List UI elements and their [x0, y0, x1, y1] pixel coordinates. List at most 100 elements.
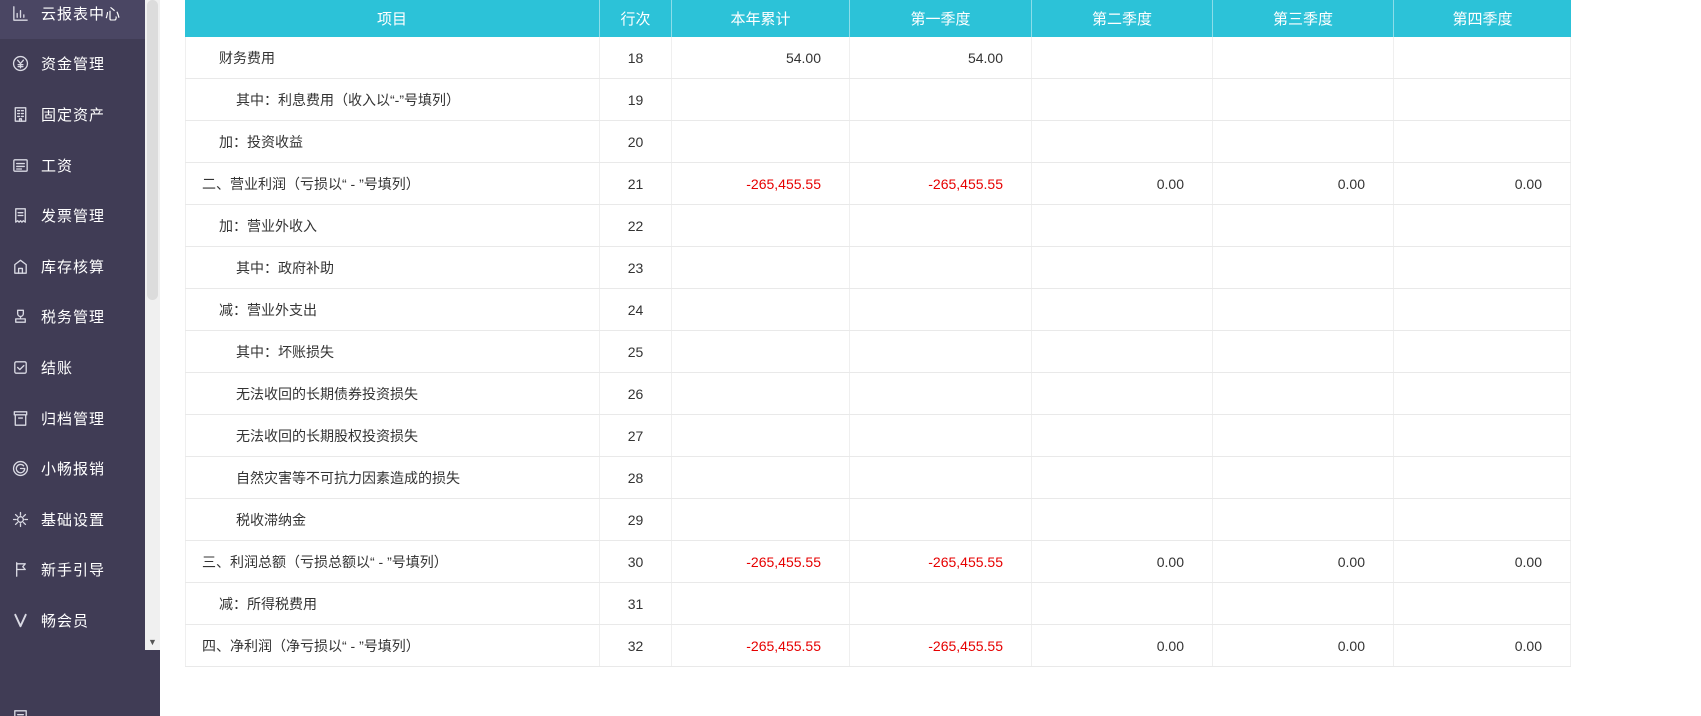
line-number-cell: 28: [600, 457, 672, 498]
value-cell: 0.00: [1394, 625, 1571, 666]
value-cell: [1394, 79, 1571, 120]
archive-icon: [9, 407, 31, 429]
line-number-cell: 22: [600, 205, 672, 246]
value-cell: [1032, 415, 1213, 456]
sidebar-item-10[interactable]: 小畅报销: [0, 443, 160, 494]
item-cell: 无法收回的长期债券投资损失: [185, 373, 600, 414]
value-cell: [1213, 415, 1394, 456]
sidebar-item-7[interactable]: 税务管理: [0, 292, 160, 343]
item-cell: 加：投资收益: [185, 121, 600, 162]
value-cell: 0.00: [1032, 163, 1213, 204]
value-cell: [672, 457, 850, 498]
scrollbar-thumb[interactable]: [147, 0, 158, 300]
item-cell: 税收滞纳金: [185, 499, 600, 540]
value-cell: [1394, 415, 1571, 456]
income-statement-table: 项目 行次 本年累计 第一季度 第二季度 第三季度 第四季度 财务费用 18 54.00 54.0…: [185, 0, 1571, 667]
item-cell: 减：营业外支出: [185, 289, 600, 330]
value-cell: [1394, 247, 1571, 288]
table-row: 四、净利润（净亏损以“ - ”号填列） 32 -265,455.55 -265,455…: [185, 625, 1571, 667]
value-cell: -265,455.55: [672, 625, 850, 666]
value-cell: 54.00: [672, 37, 850, 78]
value-cell: [1394, 457, 1571, 498]
item-cell: 自然灾害等不可抗力因素造成的损失: [185, 457, 600, 498]
asset-icon: [9, 103, 31, 125]
value-cell: [1213, 331, 1394, 372]
value-cell: [1032, 79, 1213, 120]
sidebar-item-label: 小畅报销: [41, 461, 106, 479]
sidebar-item-8[interactable]: 结账: [0, 342, 160, 393]
item-cell: 减：所得税费用: [185, 583, 600, 624]
item-cell: 加：营业外收入: [185, 205, 600, 246]
line-number-cell: 25: [600, 331, 672, 372]
sidebar-item-4[interactable]: 工资: [0, 140, 160, 191]
value-cell: [850, 289, 1032, 330]
sidebar-item-label: 云报表中心: [41, 5, 122, 23]
sidebar-scrollbar[interactable]: ▼: [145, 0, 160, 650]
line-number-cell: 24: [600, 289, 672, 330]
scroll-down-arrow-icon[interactable]: ▼: [148, 637, 157, 647]
sidebar-item-label: 资金管理: [41, 56, 106, 74]
sidebar-item-13[interactable]: 畅会员: [0, 595, 160, 646]
sidebar-item-3[interactable]: 固定资产: [0, 89, 160, 140]
value-cell: [850, 457, 1032, 498]
table-body: 财务费用 18 54.00 54.00 其中：利息费用（收入以“-”号填列） 19 加：投资…: [185, 37, 1571, 667]
value-cell: 54.00: [850, 37, 1032, 78]
column-header-4: 第一季度: [850, 0, 1032, 37]
sidebar-item-6[interactable]: 库存核算: [0, 241, 160, 292]
sidebar-item-label: 归档管理: [41, 410, 106, 428]
item-cell: 其中：利息费用（收入以“-”号填列）: [185, 79, 600, 120]
value-cell: 0.00: [1394, 163, 1571, 204]
line-number-cell: 18: [600, 37, 672, 78]
column-header-5: 第二季度: [1032, 0, 1213, 37]
sidebar-item-label: 新手引导: [41, 562, 106, 580]
table-row: 二、营业利润（亏损以“ - ”号填列） 21 -265,455.55 -265,455…: [185, 163, 1571, 205]
sidebar-item-partial[interactable]: [0, 692, 160, 716]
value-cell: [1213, 247, 1394, 288]
value-cell: [1394, 583, 1571, 624]
value-cell: [1032, 121, 1213, 162]
value-cell: [672, 331, 850, 372]
sidebar-item-12[interactable]: 新手引导: [0, 545, 160, 596]
line-number-cell: 23: [600, 247, 672, 288]
value-cell: -265,455.55: [850, 625, 1032, 666]
value-cell: -265,455.55: [672, 541, 850, 582]
value-cell: [1032, 37, 1213, 78]
table-header-row: 项目 行次 本年累计 第一季度 第二季度 第三季度 第四季度: [185, 0, 1571, 37]
value-cell: [1394, 289, 1571, 330]
value-cell: [672, 205, 850, 246]
sidebar-item-label: 工资: [41, 157, 74, 175]
line-number-cell: 30: [600, 541, 672, 582]
value-cell: [850, 247, 1032, 288]
table-row: 加：营业外收入 22: [185, 205, 1571, 247]
value-cell: [672, 583, 850, 624]
sidebar-item-5[interactable]: 发票管理: [0, 190, 160, 241]
line-number-cell: 27: [600, 415, 672, 456]
sidebar-item-label: 固定资产: [41, 106, 106, 124]
value-cell: [672, 247, 850, 288]
sidebar-item-label: 基础设置: [41, 511, 106, 529]
value-cell: [1032, 583, 1213, 624]
sidebar-item-9[interactable]: 归档管理: [0, 393, 160, 444]
value-cell: [850, 79, 1032, 120]
sidebar: 云报表中心资金管理固定资产工资发票管理 库存核算 税务管理 结账归档管理小畅报销基础设…: [0, 0, 160, 716]
sidebar-item-2[interactable]: 资金管理: [0, 39, 160, 90]
value-cell: [672, 415, 850, 456]
value-cell: [850, 415, 1032, 456]
value-cell: [1032, 457, 1213, 498]
item-cell: 其中：政府补助: [185, 247, 600, 288]
value-cell: 0.00: [1032, 541, 1213, 582]
value-cell: [1032, 331, 1213, 372]
line-number-cell: 31: [600, 583, 672, 624]
value-cell: [850, 205, 1032, 246]
value-cell: [1032, 499, 1213, 540]
sidebar-item-11[interactable]: 基础设置: [0, 494, 160, 545]
value-cell: [672, 499, 850, 540]
sidebar-menu: 云报表中心资金管理固定资产工资发票管理 库存核算 税务管理 结账归档管理小畅报销基础设…: [0, 0, 160, 646]
table-row: 其中：坏账损失 25: [185, 331, 1571, 373]
value-cell: [1394, 373, 1571, 414]
sidebar-item-1[interactable]: 云报表中心: [0, 0, 160, 39]
value-cell: [1213, 583, 1394, 624]
value-cell: [850, 499, 1032, 540]
line-number-cell: 21: [600, 163, 672, 204]
